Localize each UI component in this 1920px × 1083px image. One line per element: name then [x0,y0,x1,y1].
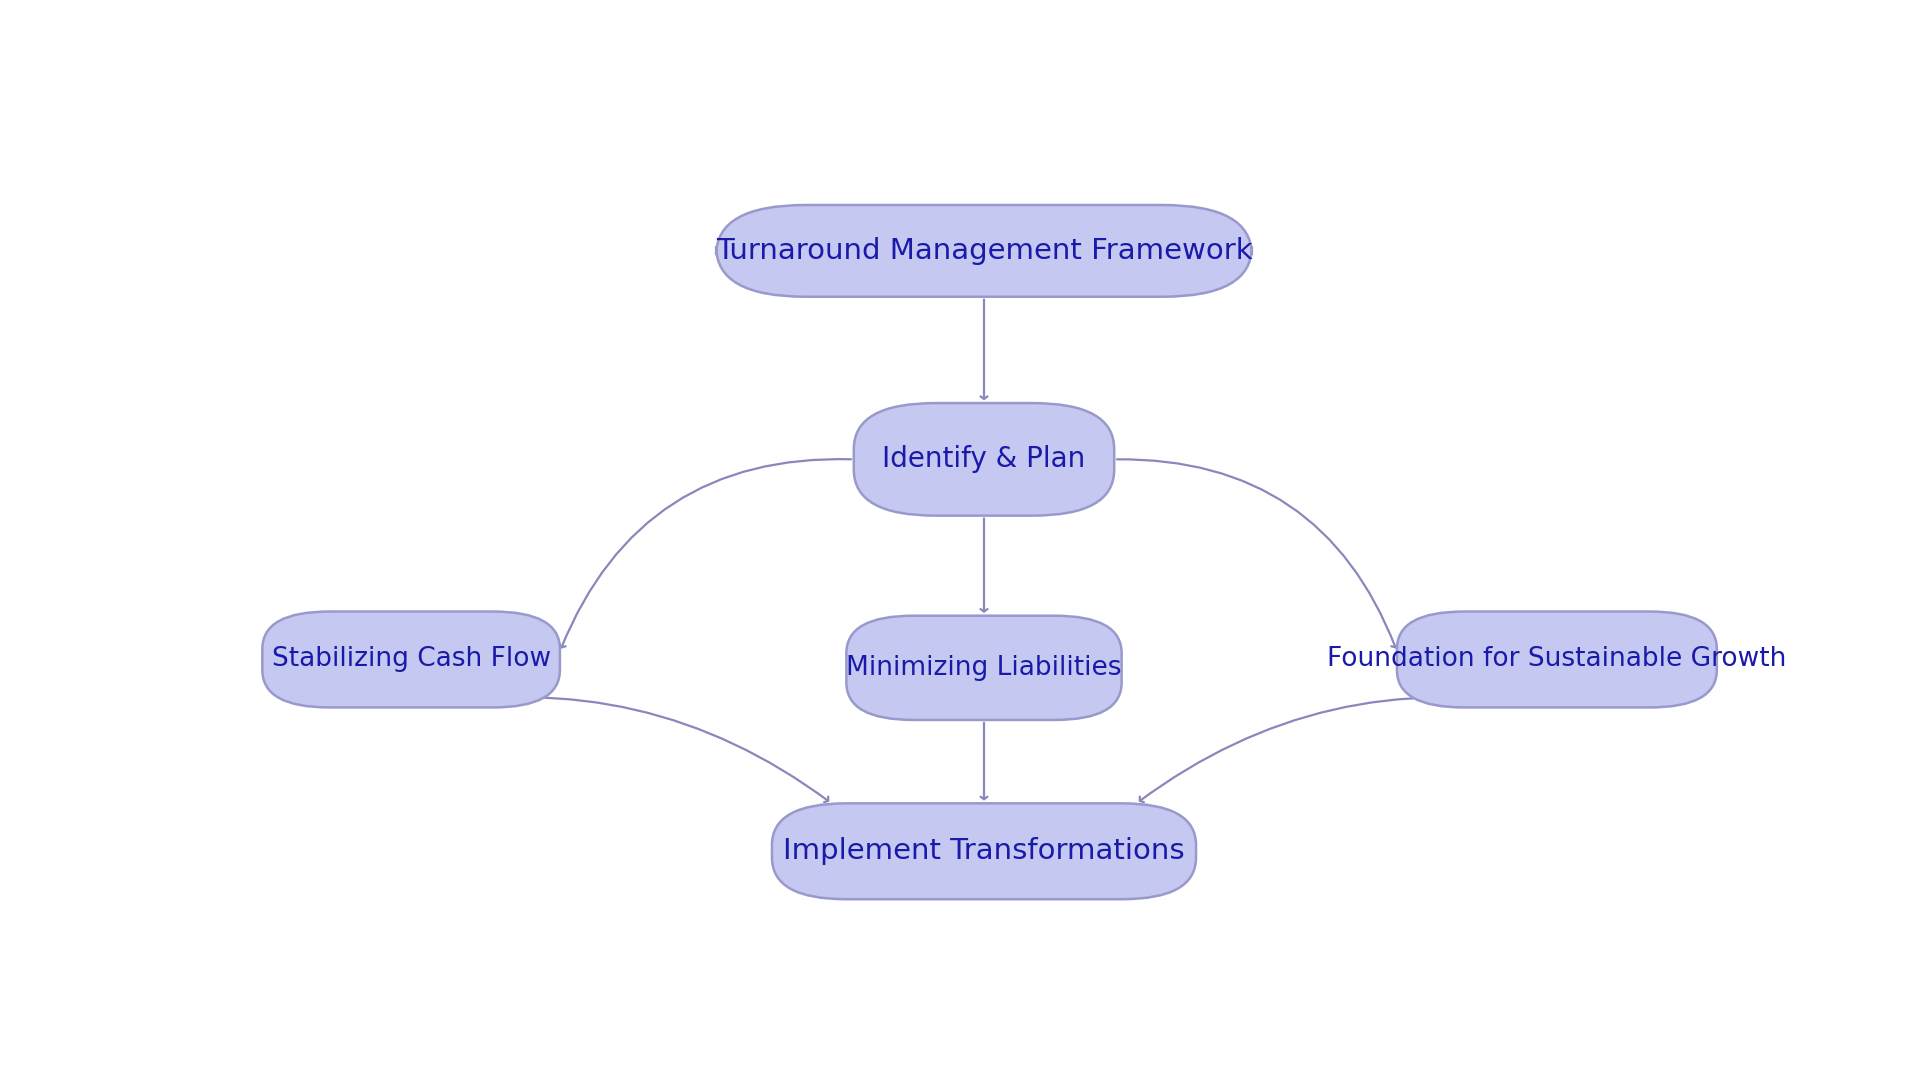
FancyBboxPatch shape [854,403,1114,516]
Text: Stabilizing Cash Flow: Stabilizing Cash Flow [271,647,551,673]
Text: Turnaround Management Framework: Turnaround Management Framework [716,237,1252,265]
FancyBboxPatch shape [772,804,1196,899]
Text: Minimizing Liabilities: Minimizing Liabilities [847,655,1121,681]
FancyBboxPatch shape [1398,612,1716,707]
Text: Implement Transformations: Implement Transformations [783,837,1185,865]
Text: Foundation for Sustainable Growth: Foundation for Sustainable Growth [1327,647,1788,673]
FancyBboxPatch shape [716,205,1252,297]
Text: Identify & Plan: Identify & Plan [883,445,1085,473]
FancyBboxPatch shape [847,616,1121,720]
FancyBboxPatch shape [263,612,561,707]
